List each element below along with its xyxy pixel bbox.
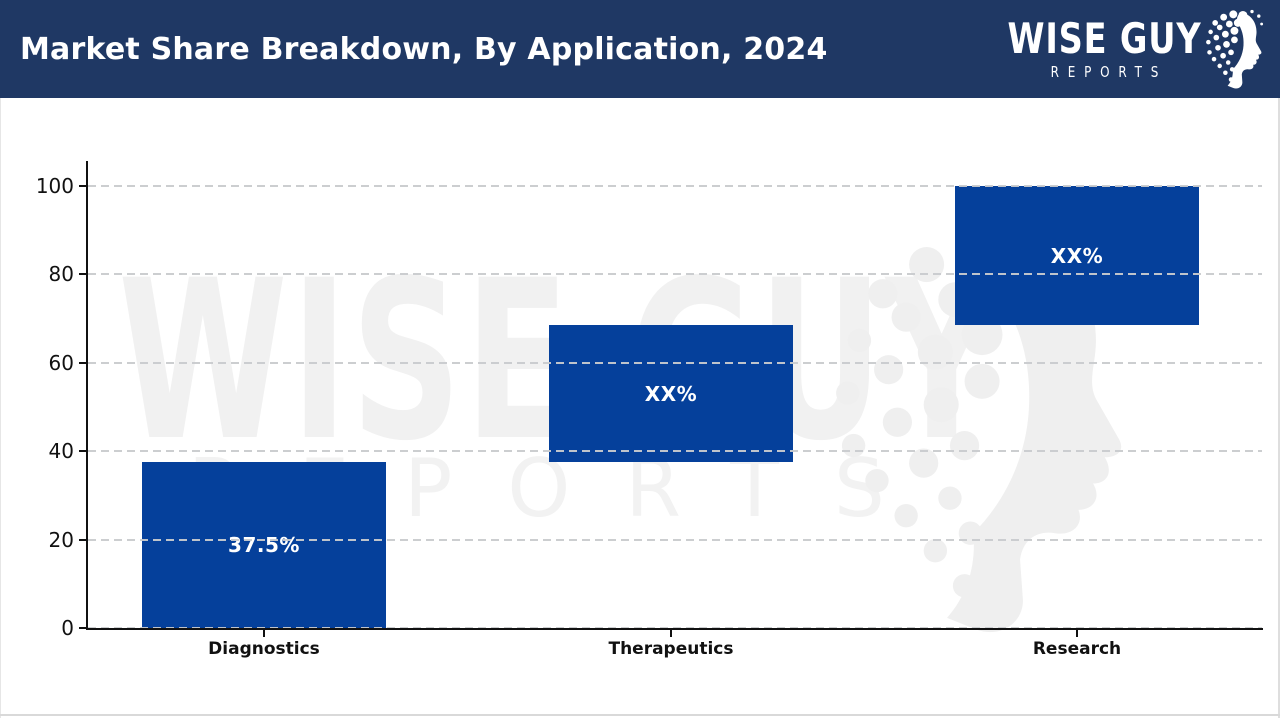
y-axis-spine	[86, 161, 88, 629]
brand-logo-text: WISE GUY REPORTS	[1007, 13, 1202, 81]
gridline-20	[88, 538, 1262, 541]
bar-research: XX%	[955, 186, 1199, 326]
gridline-60	[88, 361, 1262, 364]
x-axis-spine	[86, 628, 1263, 630]
y-tick-60	[79, 361, 86, 364]
bar-therapeutics: XX%	[549, 325, 793, 463]
right-edge-line	[1278, 98, 1280, 718]
gridline-40	[88, 450, 1262, 453]
x-tick-research	[1076, 630, 1078, 637]
y-tick-20	[79, 538, 86, 541]
brand-logo: WISE GUY REPORTS	[959, 4, 1272, 94]
y-tick-40	[79, 450, 86, 453]
footer-divider	[0, 714, 1280, 716]
left-edge-line	[0, 98, 1, 718]
brand-subname: REPORTS	[1051, 62, 1168, 81]
gridline-80	[88, 273, 1262, 276]
header-bar: Market Share Breakdown, By Application, …	[0, 0, 1280, 98]
bar-value-label: XX%	[1050, 243, 1104, 268]
gridline-100	[88, 185, 1262, 187]
y-tick-label-20: 20	[48, 527, 74, 552]
x-tick-therapeutics	[670, 630, 672, 637]
y-tick-label-100: 100	[35, 174, 74, 198]
y-tick-label-60: 60	[48, 350, 74, 375]
y-tick-80	[79, 273, 86, 276]
y-tick-0	[79, 627, 86, 629]
y-tick-label-0: 0	[61, 616, 74, 640]
y-tick-label-40: 40	[48, 439, 74, 464]
brand-name: WISE GUY	[1007, 13, 1202, 63]
face-profile-icon	[1206, 9, 1264, 89]
y-tick-100	[79, 185, 86, 187]
bar-value-label: 37.5%	[228, 533, 300, 558]
x-tick-label-therapeutics: Therapeutics	[608, 639, 734, 659]
x-tick-label-diagnostics: Diagnostics	[208, 639, 320, 659]
chart-title: Market Share Breakdown, By Application, …	[20, 31, 828, 67]
bar-value-label: XX%	[644, 381, 698, 406]
y-tick-label-80: 80	[48, 262, 74, 287]
x-tick-diagnostics	[263, 630, 265, 637]
bar-diagnostics: 37.5%	[142, 462, 386, 628]
x-tick-label-research: Research	[1032, 639, 1122, 659]
